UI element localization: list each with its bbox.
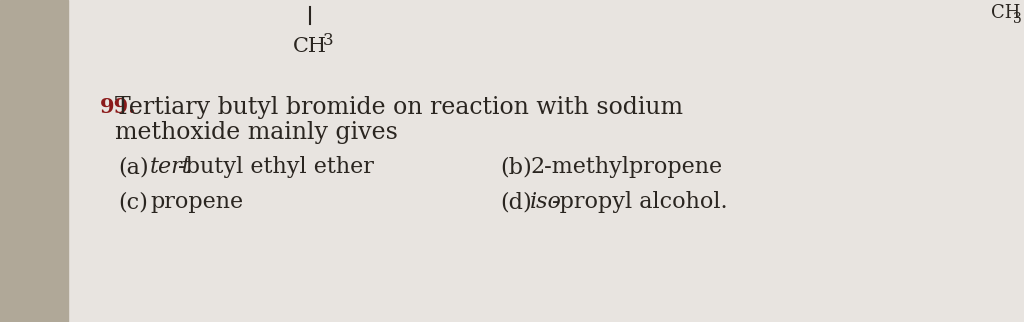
Text: Tertiary butyl bromide on reaction with sodium: Tertiary butyl bromide on reaction with … [115, 96, 683, 118]
Text: (c): (c) [118, 191, 147, 213]
Text: 3: 3 [323, 32, 334, 49]
Text: (d): (d) [500, 191, 531, 213]
Text: -butyl ethyl ether: -butyl ethyl ether [178, 156, 374, 178]
Text: CH: CH [293, 37, 327, 56]
Text: iso: iso [530, 191, 562, 213]
Text: -propyl alcohol.: -propyl alcohol. [552, 191, 728, 213]
Text: methoxide mainly gives: methoxide mainly gives [115, 120, 398, 144]
Text: 3: 3 [1014, 12, 1022, 26]
Text: propene: propene [150, 191, 243, 213]
Text: CH: CH [990, 4, 1020, 22]
Text: (a): (a) [118, 156, 148, 178]
Bar [0, 0, 68, 322]
Text: 2-methylpropene: 2-methylpropene [530, 156, 722, 178]
Text: tert: tert [150, 156, 191, 178]
Text: 99.: 99. [100, 97, 136, 117]
Text: (b): (b) [500, 156, 531, 178]
